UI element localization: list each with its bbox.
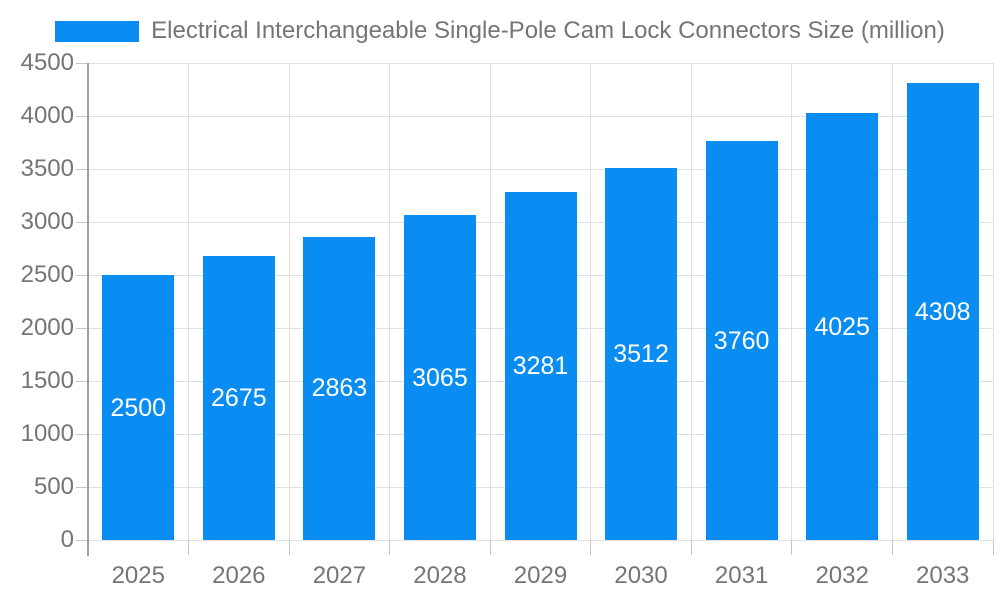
y-axis-label: 3500	[20, 155, 74, 182]
y-axis-label: 2000	[20, 314, 74, 341]
y-axis-line	[87, 63, 89, 556]
y-axis-label: 1000	[20, 420, 74, 447]
x-axis-tick	[389, 540, 391, 555]
bar-value-label: 2500	[110, 393, 167, 422]
h-gridline	[88, 168, 993, 170]
y-axis-label: 2500	[20, 261, 74, 288]
y-axis-label: 4500	[20, 49, 74, 76]
x-axis-tick	[891, 540, 893, 555]
y-axis-tick	[76, 168, 88, 170]
v-gridline	[288, 63, 290, 540]
bar-value-label: 3760	[713, 326, 770, 355]
y-axis-tick	[76, 433, 88, 435]
bar	[102, 275, 175, 540]
v-gridline	[489, 63, 491, 540]
y-axis-label: 500	[33, 473, 74, 500]
bar-value-label: 4025	[814, 312, 870, 341]
x-axis-tick	[288, 540, 290, 555]
x-axis-label: 2025	[111, 562, 165, 589]
v-gridline	[992, 63, 994, 540]
bar-value-label: 4308	[914, 297, 971, 326]
y-axis-label: 0	[60, 526, 74, 553]
v-gridline	[590, 63, 592, 540]
h-gridline	[88, 539, 993, 541]
legend-swatch	[55, 20, 140, 42]
bar	[906, 83, 979, 540]
x-axis-label: 2026	[212, 562, 266, 589]
h-gridline	[88, 115, 993, 117]
x-axis-tick	[188, 540, 190, 555]
x-axis-tick	[992, 540, 994, 555]
y-axis-tick	[76, 115, 88, 117]
bar	[605, 167, 678, 540]
bar	[202, 256, 275, 540]
h-gridline	[88, 62, 993, 64]
v-gridline	[690, 63, 692, 540]
y-axis-tick	[76, 62, 88, 64]
x-axis-tick	[489, 540, 491, 555]
y-axis-tick	[76, 221, 88, 223]
bar-value-label: 3281	[512, 352, 569, 381]
v-gridline	[791, 63, 793, 540]
x-axis-label: 2030	[614, 562, 668, 589]
bar	[705, 141, 778, 540]
v-gridline	[389, 63, 391, 540]
bar	[403, 215, 476, 540]
y-axis-label: 4000	[20, 102, 74, 129]
x-axis-tick	[590, 540, 592, 555]
bar-value-label: 3065	[412, 363, 468, 392]
x-axis-tick	[791, 540, 793, 555]
bar-value-label: 2863	[311, 374, 368, 403]
bar	[806, 113, 879, 540]
y-axis-label: 1500	[20, 367, 74, 394]
bar	[504, 192, 577, 540]
bar	[303, 236, 376, 540]
y-axis-tick	[76, 539, 88, 541]
x-axis-label: 2028	[413, 562, 467, 589]
chart-title: Electrical Interchangeable Single-Pole C…	[151, 17, 945, 44]
v-gridline	[188, 63, 190, 540]
x-axis-label: 2031	[714, 562, 769, 589]
y-axis-tick	[76, 327, 88, 329]
bar-value-label: 3512	[613, 339, 669, 368]
x-axis-label: 2033	[916, 562, 970, 589]
y-axis-tick	[76, 380, 88, 382]
y-axis-tick	[76, 486, 88, 488]
legend: Electrical Interchangeable Single-Pole C…	[0, 17, 1000, 45]
v-gridline	[891, 63, 893, 540]
x-axis-label: 2027	[312, 562, 367, 589]
bar-value-label: 2675	[211, 384, 267, 413]
x-axis-tick	[690, 540, 692, 555]
y-axis-tick	[76, 274, 88, 276]
x-axis-label: 2029	[513, 562, 568, 589]
y-axis-label: 3000	[20, 208, 74, 235]
x-axis-label: 2032	[815, 562, 869, 589]
